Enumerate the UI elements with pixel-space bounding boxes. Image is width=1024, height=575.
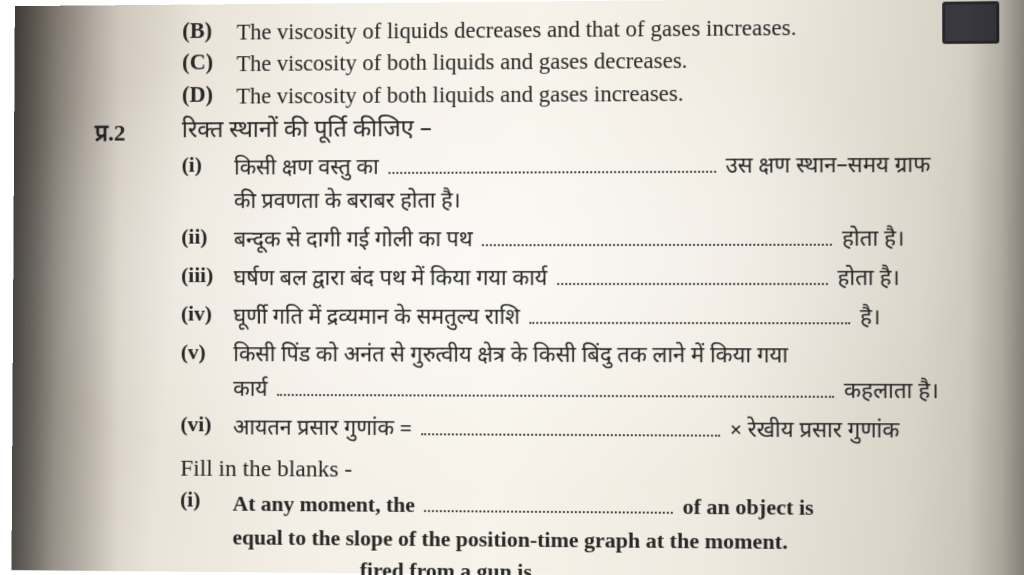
blank-line — [529, 301, 850, 324]
q2-item-iv: (iv) घूर्णी गति में द्रव्यमान के समतुल्य… — [181, 301, 982, 337]
q2-item-vi: (vi) आयतन प्रसार गुणांक = × रेखीय प्रसार… — [180, 412, 981, 451]
text-post: उस क्षण स्थान–समय ग्राफ — [726, 152, 931, 182]
q1-options: (B) The viscosity of liquids decreases a… — [182, 11, 981, 113]
text-pre: At any moment, the — [233, 491, 415, 517]
text-pre2: कार्य — [233, 376, 268, 405]
item-body: आयतन प्रसार गुणांक = × रेखीय प्रसार गुणा… — [233, 412, 982, 450]
option-label: (B) — [182, 18, 236, 48]
q2-stem: रिक्त स्थानों की पूर्ति कीजिए – — [182, 114, 432, 147]
text-post: कहलाता है। — [844, 378, 939, 408]
q1-option-d: (D) The viscosity of both liquids and ga… — [182, 77, 981, 112]
blank-line — [482, 223, 832, 246]
option-text: The viscosity of liquids decreases and t… — [237, 13, 797, 48]
roman-numeral: (i) — [181, 152, 234, 220]
text-pre: किसी पिंड को अनंत से गुरुत्वीय क्षेत्र क… — [233, 341, 788, 371]
text-pre: बन्दूक से दागी गई गोली का पथ — [234, 226, 473, 255]
option-text: The viscosity of both liquids and gases … — [236, 79, 683, 112]
option-label: (C) — [182, 50, 236, 80]
roman-numeral: (ii) — [181, 224, 234, 259]
option-text: The viscosity of both liquids and gases … — [236, 46, 687, 79]
textbook-page: (B) The viscosity of liquids decreases a… — [12, 0, 1024, 575]
roman-numeral: (i) — [180, 487, 233, 555]
item-body: घूर्णी गति में द्रव्यमान के समतुल्य राशि… — [233, 301, 981, 337]
blank-line — [424, 489, 673, 514]
roman-numeral: (vi) — [180, 412, 233, 447]
item-body: किसी क्षण वस्तु का उस क्षण स्थान–समय ग्र… — [234, 149, 981, 220]
blank-line — [421, 413, 720, 437]
text-pre: घर्षण बल द्वारा बंद पथ में किया गया कार्… — [234, 265, 548, 294]
q1-number-spacer — [95, 18, 182, 114]
spacer — [92, 148, 181, 575]
roman-numeral: (iii) — [181, 262, 234, 297]
blank-line — [277, 373, 834, 398]
q1-option-c: (C) The viscosity of both liquids and ga… — [182, 44, 981, 80]
blank-line — [557, 262, 828, 285]
fill-blanks-heading: Fill in the blanks - — [180, 456, 981, 488]
spacer — [180, 552, 233, 575]
text-cut: fired from a gun is — [360, 558, 532, 575]
text-line2: equal to the slope of the position-time … — [232, 525, 787, 554]
text-line2: की प्रवणता के बराबर होता है। — [234, 188, 461, 217]
item-body: घर्षण बल द्वारा बंद पथ में किया गया कार्… — [234, 262, 982, 297]
q1-options-block: (B) The viscosity of liquids decreases a… — [95, 11, 981, 114]
q2-header: प्र.2 रिक्त स्थानों की पूर्ति कीजिए – — [95, 111, 981, 148]
text-pre: घूर्णी गति में द्रव्यमान के समतुल्य राशि — [233, 304, 519, 333]
option-label: (D) — [182, 82, 236, 112]
q1-option-b: (B) The viscosity of liquids decreases a… — [182, 11, 981, 48]
q2-item-i: (i) किसी क्षण वस्तु का उस क्षण स्थान–समय… — [181, 149, 981, 220]
text-pre: किसी क्षण वस्तु का — [234, 154, 379, 183]
roman-numeral: (v) — [181, 339, 234, 407]
item-body: किसी पिंड को अनंत से गुरुत्वीय क्षेत्र क… — [233, 339, 981, 410]
corner-badge — [942, 1, 999, 44]
text-post: है। — [860, 304, 880, 333]
blank-line — [388, 150, 716, 174]
text-post: × रेखीय प्रसार गुणांक — [730, 417, 900, 447]
roman-numeral: (iv) — [181, 301, 234, 336]
item-body: At any moment, the of an object is equal… — [232, 487, 981, 561]
q2-item-v: (v) किसी पिंड को अनंत से गुरुत्वीय क्षेत… — [181, 339, 982, 410]
text-pre: आयतन प्रसार गुणांक = — [233, 415, 412, 445]
q2-en-item-i: (i) At any moment, the of an object is e… — [180, 487, 982, 561]
text-post: होता है। — [842, 226, 904, 255]
q2-number: प्र.2 — [95, 116, 182, 149]
item-body: बन्दूक से दागी गई गोली का पथ होता है। — [234, 222, 982, 258]
text-post: होता है। — [838, 265, 900, 294]
text-post: of an object is — [683, 494, 814, 520]
q2-item-ii: (ii) बन्दूक से दागी गई गोली का पथ होता ह… — [181, 222, 981, 258]
q2-item-iii: (iii) घर्षण बल द्वारा बंद पथ में किया गय… — [181, 262, 981, 297]
blank-line — [541, 556, 772, 575]
q2-items: (i) किसी क्षण वस्तु का उस क्षण स्थान–समय… — [92, 145, 981, 575]
